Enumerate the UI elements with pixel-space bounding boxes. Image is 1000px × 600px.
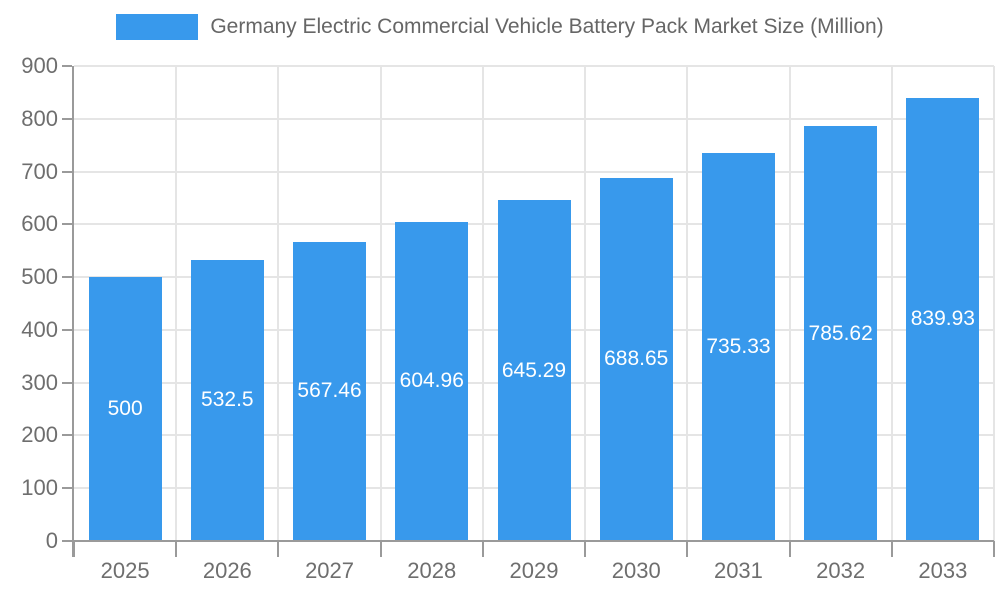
bar-2027[interactable] <box>293 241 367 541</box>
y-axis-line <box>72 66 74 557</box>
bar-value-label-2028: 604.96 <box>399 369 464 393</box>
y-tick-label-300: 300 <box>21 369 58 395</box>
x-tick-label-2027: 2027 <box>305 558 355 583</box>
y-tick-label-0: 0 <box>45 528 58 553</box>
gridline-v-8 <box>890 66 893 541</box>
y-tick-label-600: 600 <box>21 211 58 237</box>
y-tick-500 <box>62 276 72 279</box>
x-tick-4 <box>481 541 484 557</box>
y-tick-600 <box>62 223 72 226</box>
gridline-v-1 <box>175 66 178 541</box>
x-tick-label-2026: 2026 <box>202 558 252 583</box>
y-tick-label-700: 700 <box>21 158 58 184</box>
y-tick-label-100: 100 <box>21 475 58 501</box>
x-tick-label-2025: 2025 <box>100 558 150 583</box>
x-tick-label-2030: 2030 <box>611 558 661 583</box>
x-tick-label-2029: 2029 <box>509 558 559 583</box>
x-axis-line <box>72 540 994 542</box>
x-tick-7 <box>788 541 791 557</box>
y-tick-label-200: 200 <box>21 422 58 448</box>
y-tick-900 <box>62 65 72 67</box>
gridline-h-700 <box>74 170 994 173</box>
y-tick-label-500: 500 <box>21 264 58 290</box>
x-tick-label-2031: 2031 <box>713 558 763 583</box>
y-tick-200 <box>62 434 72 437</box>
y-tick-0 <box>62 540 72 542</box>
bar-2031[interactable] <box>701 152 775 541</box>
bar-value-label-2025: 500 <box>107 397 143 421</box>
gridline-v-7 <box>788 66 791 541</box>
y-tick-800 <box>62 117 72 120</box>
gridline-v-5 <box>584 66 587 541</box>
x-tick-2 <box>277 541 280 557</box>
y-tick-700 <box>62 170 72 173</box>
x-tick-label-2028: 2028 <box>407 558 457 583</box>
bar-2032[interactable] <box>804 126 878 541</box>
legend-label: Germany Electric Commercial Vehicle Batt… <box>210 15 884 38</box>
bar-value-label-2032: 785.62 <box>808 321 873 345</box>
x-tick-6 <box>686 541 689 557</box>
x-tick-label-2033: 2033 <box>918 558 968 583</box>
x-tick-5 <box>584 541 587 557</box>
bar-2026[interactable] <box>190 259 264 541</box>
bar-value-label-2033: 839.93 <box>910 307 975 331</box>
y-tick-300 <box>62 381 72 384</box>
x-tick-3 <box>379 541 382 557</box>
gridline-v-2 <box>277 66 280 541</box>
x-tick-1 <box>175 541 178 557</box>
bar-2030[interactable] <box>599 177 673 541</box>
bar-2028[interactable] <box>395 221 469 541</box>
bar-value-label-2031: 735.33 <box>706 334 771 358</box>
x-tick-0 <box>73 541 75 557</box>
gridline-h-900 <box>74 65 994 67</box>
x-tick-8 <box>890 541 893 557</box>
x-tick-label-2032: 2032 <box>816 558 866 583</box>
bar-value-label-2030: 688.65 <box>604 347 669 371</box>
gridline-h-800 <box>74 117 994 120</box>
bar-value-label-2029: 645.29 <box>501 358 567 382</box>
gridline-v-4 <box>481 66 484 541</box>
gridline-v-3 <box>379 66 382 541</box>
bar-2033[interactable] <box>906 97 980 541</box>
x-tick-9 <box>993 541 995 557</box>
bar-value-label-2027: 567.46 <box>297 379 362 403</box>
bar-2029[interactable] <box>497 200 571 541</box>
legend-swatch-icon <box>116 14 199 40</box>
bar-value-label-2026: 532.5 <box>201 388 254 412</box>
bar-2025[interactable] <box>88 277 162 541</box>
y-tick-label-800: 800 <box>21 105 58 131</box>
y-tick-400 <box>62 328 72 331</box>
y-tick-100 <box>62 487 72 490</box>
gridline-v-6 <box>686 66 689 541</box>
y-tick-label-900: 900 <box>21 53 58 78</box>
y-tick-label-400: 400 <box>21 316 58 342</box>
legend-item[interactable]: Germany Electric Commercial Vehicle Batt… <box>0 14 1000 40</box>
gridline-v-9 <box>993 66 995 541</box>
